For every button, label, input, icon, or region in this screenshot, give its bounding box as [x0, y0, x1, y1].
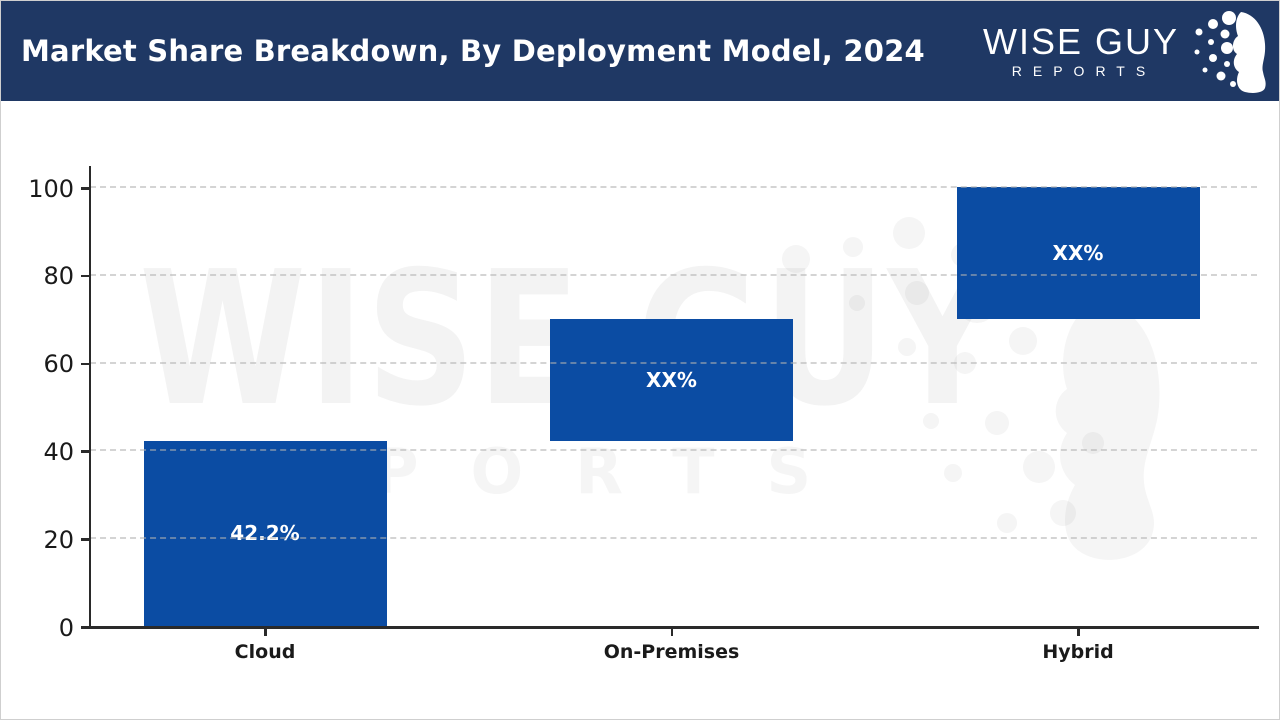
bar-cloud: 42.2%: [143, 440, 387, 626]
y-axis-tick: [81, 187, 89, 190]
y-axis-tick: [81, 538, 89, 541]
wise-guy-reports-logo: WISE GUY REPORTS: [982, 8, 1279, 94]
x-axis-tick: [264, 628, 267, 636]
x-axis-label-hybrid: Hybrid: [1042, 641, 1114, 663]
x-axis-tick: [670, 628, 673, 636]
y-axis-tick-label: 0: [58, 613, 74, 642]
bar-value-label: XX%: [1052, 240, 1104, 265]
y-axis-tick-label: 20: [43, 525, 74, 554]
y-axis-tick: [81, 450, 89, 453]
x-axis-label-on-premises: On-Premises: [603, 641, 740, 663]
gridline-100: [90, 186, 1257, 188]
logo-face-dots-icon: [1194, 11, 1266, 93]
y-axis-tick: [81, 626, 89, 629]
bar-value-label: 42.2%: [230, 521, 300, 546]
y-axis-tick-label: 40: [43, 437, 74, 466]
y-axis-tick: [81, 362, 89, 366]
bar-hybrid: XX%: [956, 187, 1200, 319]
y-axis-tick: [81, 274, 89, 278]
y-axis-tick-label: 60: [43, 350, 74, 379]
x-axis-line: [88, 626, 1259, 629]
header-bar: Market Share Breakdown, By Deployment Mo…: [1, 1, 1279, 101]
bar-value-label: XX%: [646, 367, 697, 392]
gridline-80: [90, 273, 1257, 276]
gridline-40: [90, 449, 1257, 452]
y-axis-tick-label: 100: [28, 174, 74, 203]
y-axis-line: [88, 166, 91, 628]
logo-reports-text: REPORTS: [1011, 63, 1157, 79]
y-axis-tick-label: 80: [43, 262, 74, 291]
x-axis-tick: [1077, 628, 1080, 636]
plot-area: 42.2% XX% XX% 0 20 40 60 80 100 Cloud On-Premises H…: [1, 101, 1279, 719]
gridline-60: [90, 361, 1257, 364]
x-axis-label-cloud: Cloud: [234, 641, 296, 663]
chart-title: Market Share Breakdown, By Deployment Mo…: [21, 34, 925, 68]
bar-on-premises: XX%: [550, 318, 793, 441]
logo-text: WISE GUY REPORTS: [982, 21, 1179, 79]
logo-wise-guy-text: WISE GUY: [982, 21, 1179, 62]
gridline-20: [90, 537, 1257, 540]
